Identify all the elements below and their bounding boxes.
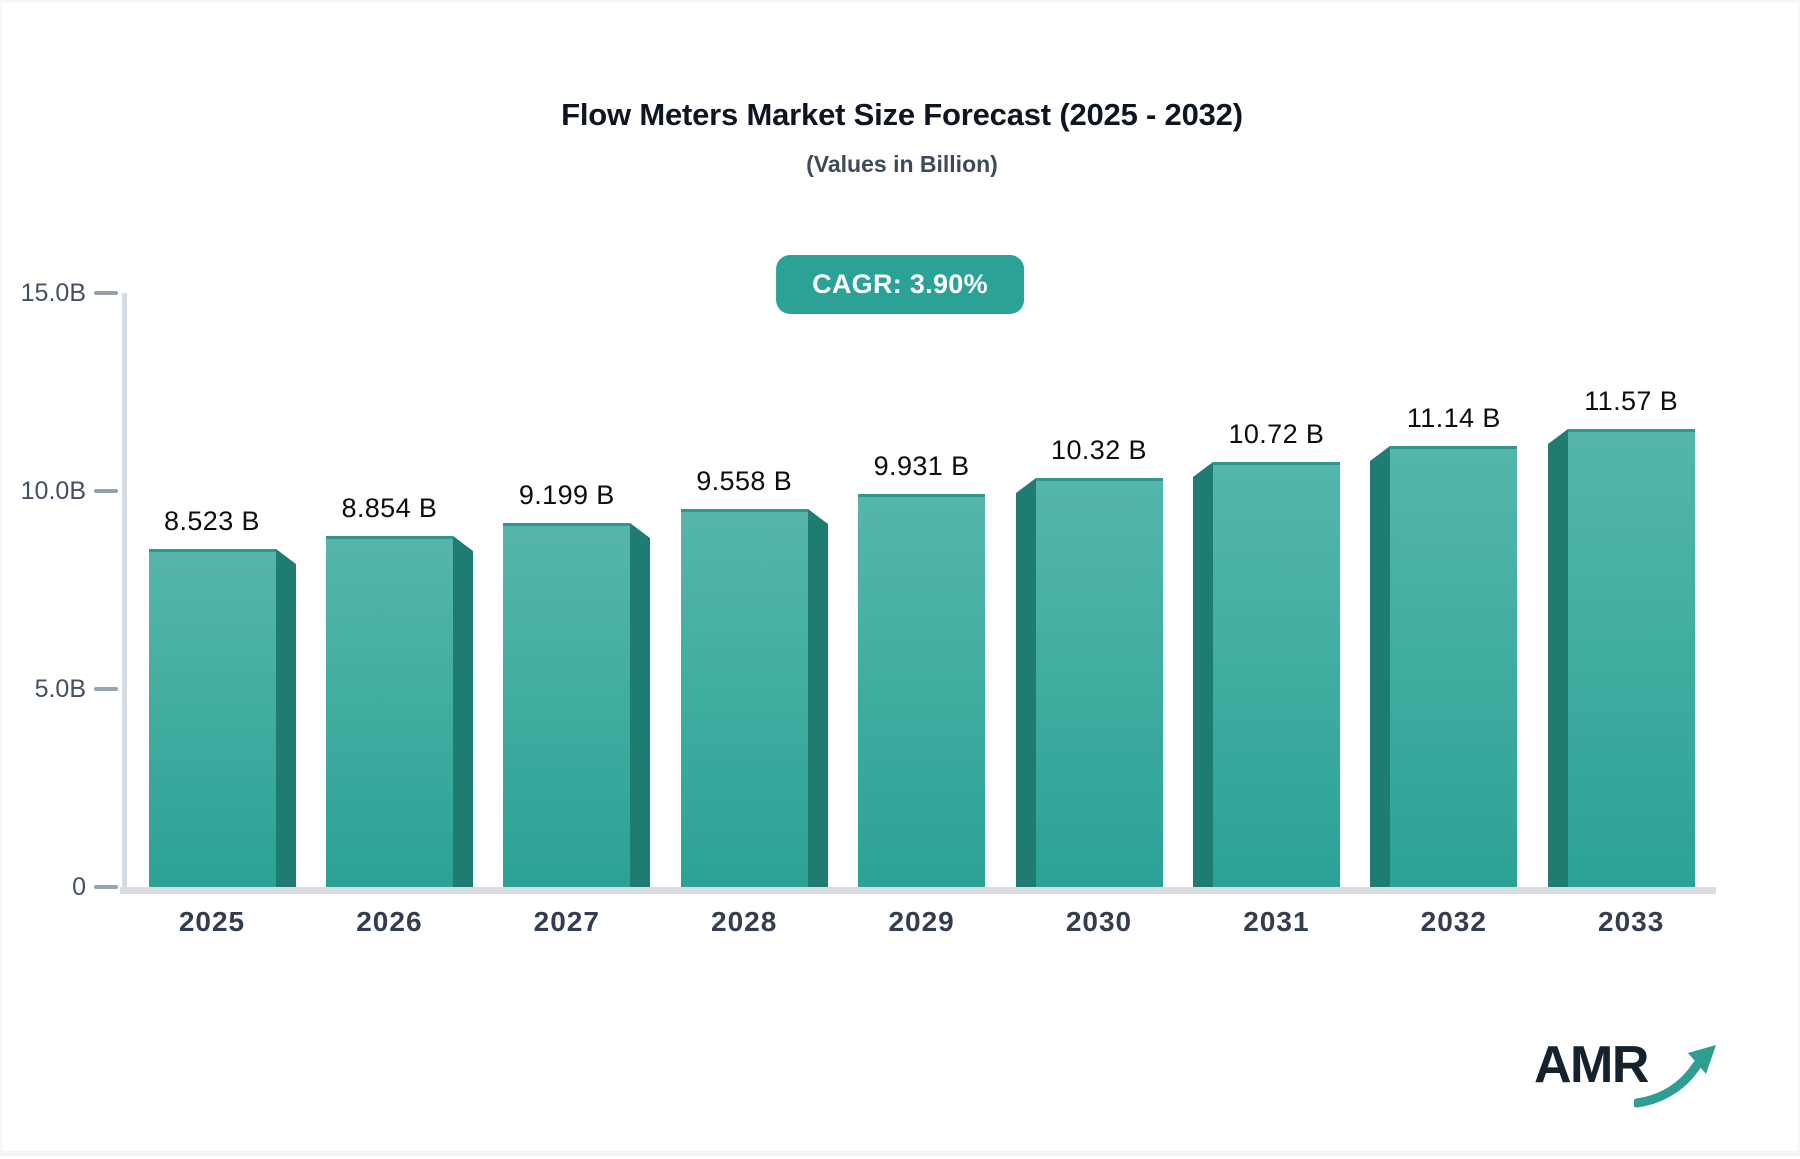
growth-arrow-icon: [1633, 1045, 1716, 1108]
bar-front-face: [681, 509, 808, 887]
bar-2031[interactable]: [1193, 462, 1340, 887]
bar-value-label: 11.57 B: [1584, 386, 1679, 416]
x-axis-label: 2031: [1243, 906, 1310, 937]
bar-side-face: [453, 536, 473, 887]
y-axis-tick-label: 10.0B: [20, 477, 86, 505]
bar-side-face: [808, 509, 828, 887]
bar-side-face: [630, 523, 650, 887]
bar-side-face: [276, 549, 296, 887]
bar-value-label: 10.72 B: [1228, 419, 1325, 449]
x-axis-baseline: [120, 887, 1716, 894]
bar-value-label: 11.14 B: [1406, 403, 1501, 433]
bar-value-label: 9.199 B: [518, 480, 615, 510]
bar-front-face: [503, 523, 630, 887]
bar-side-face: [1548, 429, 1568, 887]
chart-title: Flow Meters Market Size Forecast (2025 -…: [561, 97, 1243, 132]
bar-front-face: [1568, 429, 1695, 887]
x-axis-label: 2028: [711, 906, 778, 937]
bar-side-face: [1016, 478, 1036, 887]
bar-front-face: [858, 494, 985, 887]
y-axis-tick-label: 0: [72, 873, 86, 901]
bar-front-face: [1390, 446, 1517, 887]
bar-value-label: 8.854 B: [341, 493, 438, 523]
bar-2026[interactable]: [326, 536, 473, 887]
amr-logo: AMR: [1534, 1035, 1720, 1111]
x-axis-label: 2026: [356, 906, 423, 937]
x-axis-label: 2030: [1065, 906, 1133, 937]
x-axis-label: 2032: [1420, 906, 1487, 937]
bar-value-label: 9.931 B: [873, 451, 970, 481]
y-axis-tick-mark: [94, 291, 118, 295]
bar-value-label: 9.558 B: [696, 466, 793, 496]
bar-front-face: [326, 536, 453, 887]
plot-area: 15.0B 10.0B 5.0B 0 8.523 B 2025 8.854 B 2026 9.1…: [2, 3, 1800, 1159]
y-axis-tick-label: 5.0B: [34, 675, 86, 703]
bar-2032[interactable]: [1370, 446, 1517, 887]
amr-logo-text: AMR: [1534, 1036, 1649, 1094]
bar-2027[interactable]: [503, 523, 650, 887]
y-axis-tick-mark: [94, 687, 118, 691]
bar-value-label: 10.32 B: [1051, 435, 1147, 465]
growth-arrow-shaft: [1633, 1060, 1702, 1108]
cagr-badge: CAGR: 3.90%: [776, 255, 1024, 314]
x-axis-label: 2025: [178, 906, 246, 937]
y-axis-tick-mark: [94, 885, 118, 889]
growth-arrow-head: [1687, 1045, 1716, 1074]
y-axis-tick-mark: [94, 489, 118, 493]
bar-front-face: [1036, 478, 1163, 887]
bar-value-label: 8.523 B: [164, 506, 260, 536]
bar-2028[interactable]: [681, 509, 828, 887]
bar-front-face: [149, 549, 276, 887]
bar-2030[interactable]: [1016, 478, 1163, 887]
bar-side-face: [1193, 462, 1213, 887]
bar-front-face: [1213, 462, 1340, 887]
x-axis-label: 2029: [888, 906, 955, 937]
x-axis-label: 2033: [1598, 906, 1665, 937]
bar-2033[interactable]: [1548, 429, 1695, 887]
chart-subtitle: (Values in Billion): [806, 151, 998, 177]
y-axis-tick-label: 15.0B: [20, 279, 86, 307]
y-axis-line: [122, 293, 127, 889]
x-axis-label: 2027: [533, 906, 600, 937]
bar-2025[interactable]: [149, 549, 296, 887]
bar-2029[interactable]: [858, 494, 985, 887]
bar-side-face: [1370, 446, 1390, 887]
